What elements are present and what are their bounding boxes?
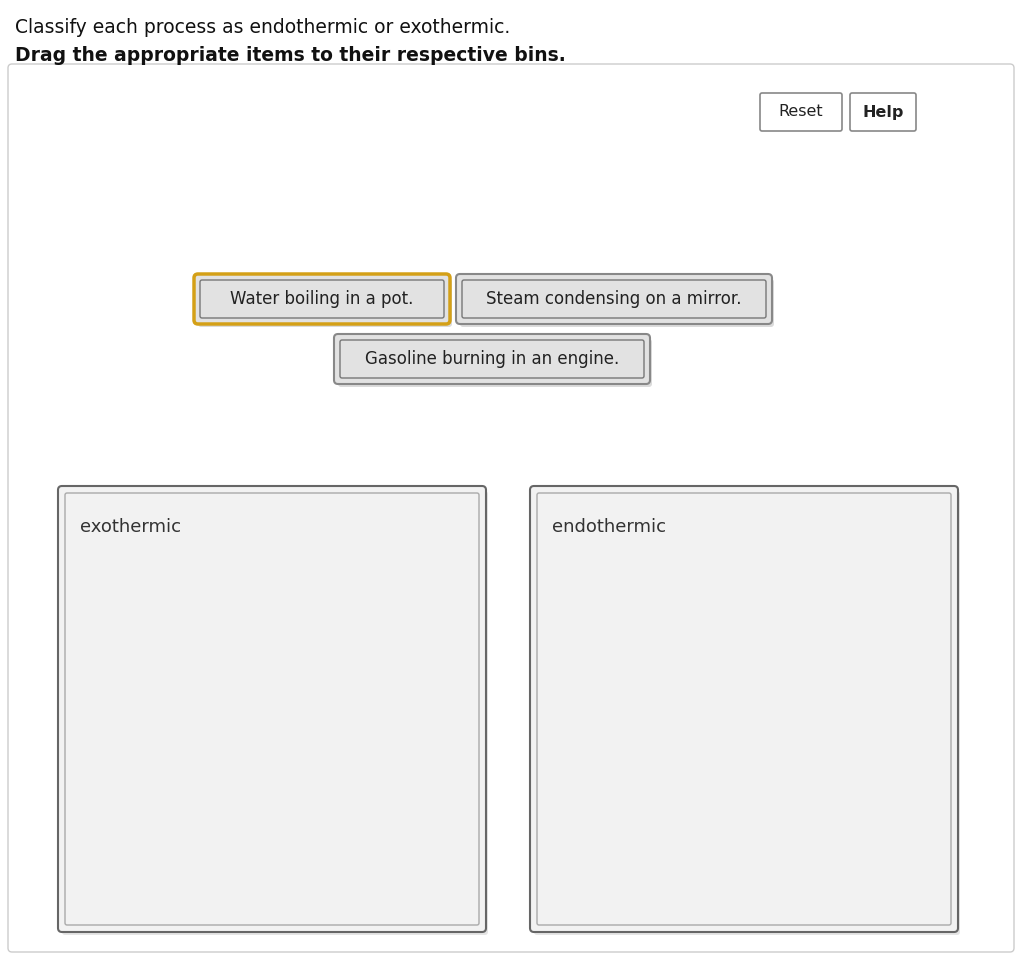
FancyBboxPatch shape [530, 486, 958, 932]
Text: Help: Help [862, 104, 904, 120]
Text: Water boiling in a pot.: Water boiling in a pot. [230, 290, 414, 308]
Text: exothermic: exothermic [80, 518, 181, 536]
FancyBboxPatch shape [460, 279, 774, 327]
FancyBboxPatch shape [8, 64, 1014, 952]
Text: Gasoline burning in an engine.: Gasoline burning in an engine. [365, 350, 620, 368]
FancyBboxPatch shape [760, 93, 842, 131]
Text: Classify each process as endothermic or exothermic.: Classify each process as endothermic or … [15, 18, 510, 37]
FancyBboxPatch shape [338, 339, 652, 387]
FancyBboxPatch shape [334, 334, 650, 384]
FancyBboxPatch shape [534, 491, 961, 935]
FancyBboxPatch shape [58, 486, 486, 932]
FancyBboxPatch shape [850, 93, 916, 131]
Text: Steam condensing on a mirror.: Steam condensing on a mirror. [486, 290, 741, 308]
Text: Reset: Reset [778, 104, 823, 120]
FancyBboxPatch shape [456, 274, 772, 324]
Text: endothermic: endothermic [552, 518, 666, 536]
Text: Drag the appropriate items to their respective bins.: Drag the appropriate items to their resp… [15, 46, 565, 65]
FancyBboxPatch shape [194, 274, 450, 324]
FancyBboxPatch shape [62, 491, 488, 935]
FancyBboxPatch shape [198, 279, 452, 327]
